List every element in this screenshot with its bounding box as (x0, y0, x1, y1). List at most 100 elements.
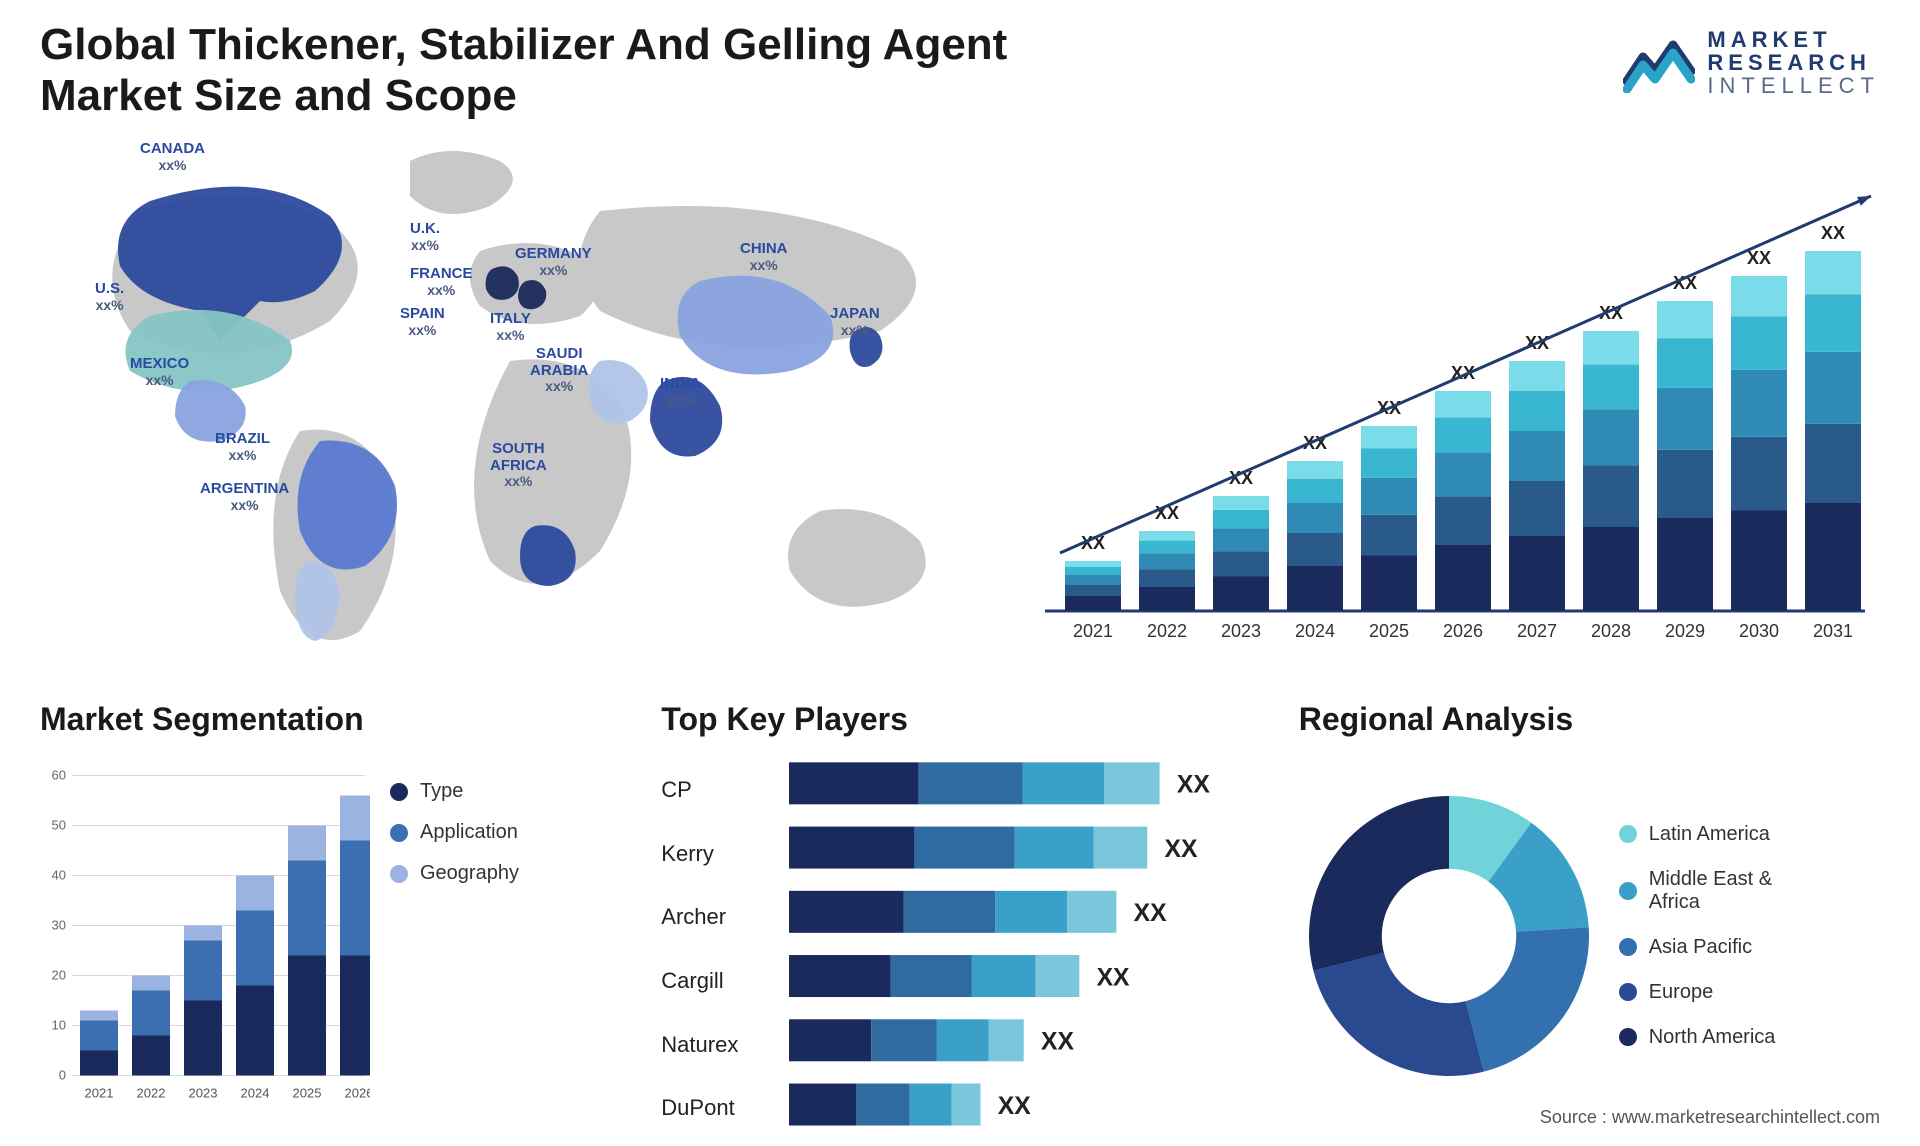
svg-text:60: 60 (52, 768, 66, 783)
world-map-panel: CANADAxx% U.S.xx% MEXICOxx% BRAZILxx% ARGENT… (40, 131, 1000, 671)
svg-text:2026: 2026 (1443, 621, 1483, 641)
legend-label: Type (420, 780, 463, 803)
logo-line1: MARKET (1707, 28, 1880, 51)
map-label: MEXICOxx% (130, 356, 189, 388)
regional-donut-chart (1299, 786, 1599, 1086)
segmentation-legend: Type Application Geography (390, 750, 519, 1121)
map-label: ITALYxx% (490, 311, 531, 343)
map-label: ARGENTINAxx% (200, 481, 289, 513)
svg-text:2027: 2027 (1517, 621, 1557, 641)
svg-text:XX: XX (1165, 836, 1198, 863)
legend-item: Europe (1619, 981, 1776, 1004)
svg-text:30: 30 (52, 918, 66, 933)
svg-text:XX: XX (1041, 1029, 1074, 1056)
map-label: INDIAxx% (660, 376, 701, 408)
player-name: DuPont (661, 1095, 771, 1121)
svg-text:10: 10 (52, 1018, 66, 1033)
svg-text:40: 40 (52, 868, 66, 883)
svg-text:2022: 2022 (137, 1086, 166, 1101)
legend-swatch (1619, 825, 1637, 843)
legend-item: Asia Pacific (1619, 936, 1776, 959)
legend-item: Geography (390, 862, 519, 885)
svg-text:2023: 2023 (1221, 621, 1261, 641)
legend-swatch (1619, 938, 1637, 956)
svg-text:XX: XX (1097, 964, 1130, 991)
legend-label: Middle East &Africa (1649, 868, 1772, 914)
players-panel: Top Key Players CP Kerry Archer Cargill Natu… (661, 701, 1258, 1121)
legend-label: Latin America (1649, 823, 1770, 846)
segmentation-title: Market Segmentation (40, 701, 621, 738)
logo-line2: RESEARCH (1707, 51, 1880, 74)
legend-item: Application (390, 821, 519, 844)
svg-text:20: 20 (52, 968, 66, 983)
svg-text:0: 0 (59, 1068, 66, 1083)
map-label: SOUTHAFRICAxx% (490, 441, 547, 489)
svg-text:2024: 2024 (241, 1086, 270, 1101)
source-line: Source : www.marketresearchintellect.com (1540, 1107, 1880, 1128)
map-label: BRAZILxx% (215, 431, 270, 463)
svg-text:2021: 2021 (85, 1086, 114, 1101)
map-label: CHINAxx% (740, 241, 788, 273)
svg-text:50: 50 (52, 818, 66, 833)
header: Global Thickener, Stabilizer And Gelling… (40, 20, 1880, 121)
svg-text:2025: 2025 (1369, 621, 1409, 641)
legend-swatch (390, 865, 408, 883)
growth-chart-panel: XXXXXXXXXXXXXXXXXXXXXX 20212022202320242… (1030, 131, 1880, 671)
svg-text:XX: XX (1747, 248, 1771, 268)
svg-text:XX: XX (1821, 223, 1845, 243)
regional-panel: Regional Analysis Latin America Middle Ea… (1299, 701, 1880, 1121)
legend-swatch (1619, 1028, 1637, 1046)
legend-swatch (1619, 882, 1637, 900)
svg-text:XX: XX (1134, 900, 1167, 927)
legend-label: Europe (1649, 981, 1714, 1004)
svg-text:2030: 2030 (1739, 621, 1779, 641)
regional-title: Regional Analysis (1299, 701, 1880, 738)
svg-text:2029: 2029 (1665, 621, 1705, 641)
svg-text:2023: 2023 (189, 1086, 218, 1101)
growth-bar-chart: XXXXXXXXXXXXXXXXXXXXXX 20212022202320242… (1030, 131, 1880, 671)
svg-text:XX: XX (1177, 772, 1210, 799)
player-name: Kerry (661, 841, 771, 867)
legend-swatch (390, 824, 408, 842)
map-label: CANADAxx% (140, 141, 205, 173)
regional-legend: Latin America Middle East &Africa Asia Pac… (1619, 823, 1776, 1049)
map-label: U.S.xx% (95, 281, 124, 313)
player-name: CP (661, 777, 771, 803)
map-label: JAPANxx% (830, 306, 880, 338)
svg-text:2028: 2028 (1591, 621, 1631, 641)
legend-label: Asia Pacific (1649, 936, 1752, 959)
svg-text:2021: 2021 (1073, 621, 1113, 641)
legend-item: Middle East &Africa (1619, 868, 1776, 914)
players-name-list: CP Kerry Archer Cargill Naturex DuPont (661, 750, 771, 1146)
map-label: FRANCExx% (410, 266, 473, 298)
segmentation-bar-chart: 0 10 20 30 40 50 60 2021 2022 2023 2024 2025 2026 (40, 750, 370, 1121)
svg-text:2025: 2025 (293, 1086, 322, 1101)
logo-line3: INTELLECT (1707, 74, 1880, 97)
world-map (40, 131, 1000, 671)
legend-swatch (390, 783, 408, 801)
map-label: SPAINxx% (400, 306, 445, 338)
logo-mark-icon (1623, 33, 1695, 93)
player-name: Cargill (661, 968, 771, 994)
player-name: Archer (661, 904, 771, 930)
map-label: SAUDIARABIAxx% (530, 346, 588, 394)
svg-text:2022: 2022 (1147, 621, 1187, 641)
legend-label: North America (1649, 1026, 1776, 1049)
legend-swatch (1619, 983, 1637, 1001)
players-hbar-chart: XX XX XX XX XX XX (789, 750, 1258, 1146)
players-title: Top Key Players (661, 701, 1258, 738)
svg-text:2026: 2026 (345, 1086, 370, 1101)
svg-text:2031: 2031 (1813, 621, 1853, 641)
legend-label: Application (420, 821, 518, 844)
brand-logo: MARKET RESEARCH INTELLECT (1623, 28, 1880, 97)
player-name: Naturex (661, 1032, 771, 1058)
segmentation-panel: Market Segmentation 0 10 20 30 40 50 60 2021 202… (40, 701, 621, 1121)
map-label: GERMANYxx% (515, 246, 592, 278)
legend-label: Geography (420, 862, 519, 885)
map-label: U.K.xx% (410, 221, 440, 253)
svg-text:XX: XX (998, 1093, 1031, 1120)
legend-item: North America (1619, 1026, 1776, 1049)
page-title: Global Thickener, Stabilizer And Gelling… (40, 20, 1040, 121)
legend-item: Type (390, 780, 519, 803)
svg-text:2024: 2024 (1295, 621, 1335, 641)
